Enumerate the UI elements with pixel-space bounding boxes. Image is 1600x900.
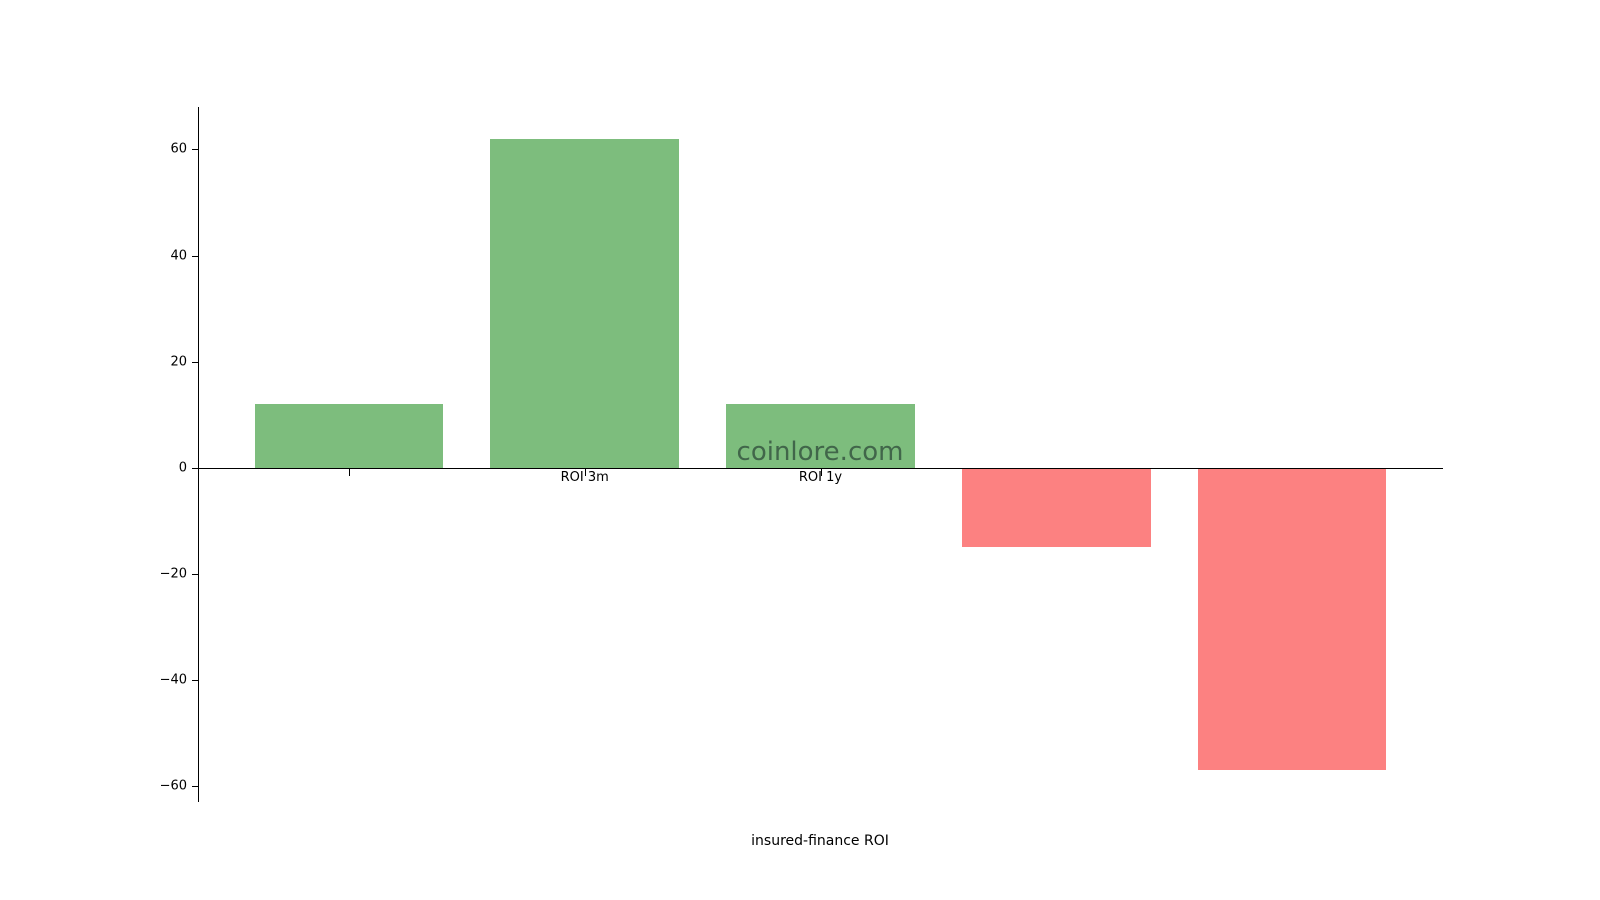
bar xyxy=(490,138,679,468)
bar xyxy=(1197,467,1387,771)
bar xyxy=(726,404,915,468)
y-tick-label: 60 xyxy=(170,141,187,157)
y-tick xyxy=(192,573,198,575)
y-tick xyxy=(192,149,198,151)
x-tick-label: ROI 3m xyxy=(560,469,609,485)
x-tick xyxy=(348,467,350,476)
y-tick-label: 40 xyxy=(170,248,187,264)
y-tick-label: −20 xyxy=(159,566,187,582)
x-tick-label: ROI 1y xyxy=(798,469,843,485)
chart-title: insured-finance ROI xyxy=(751,833,889,849)
y-tick xyxy=(192,679,198,681)
y-tick-label: −60 xyxy=(159,778,187,794)
y-tick-label: −40 xyxy=(159,672,187,688)
x-tick xyxy=(820,467,822,476)
x-tick xyxy=(584,467,586,476)
bar xyxy=(961,467,1151,548)
y-tick xyxy=(192,361,198,363)
bar xyxy=(254,404,444,468)
y-tick-label: 0 xyxy=(178,460,187,476)
y-tick xyxy=(192,255,198,257)
watermark: coinlore.com xyxy=(736,437,904,467)
y-tick-label: 20 xyxy=(170,354,187,370)
y-axis-spine xyxy=(198,107,199,802)
y-tick xyxy=(192,786,198,788)
y-tick xyxy=(192,467,198,469)
